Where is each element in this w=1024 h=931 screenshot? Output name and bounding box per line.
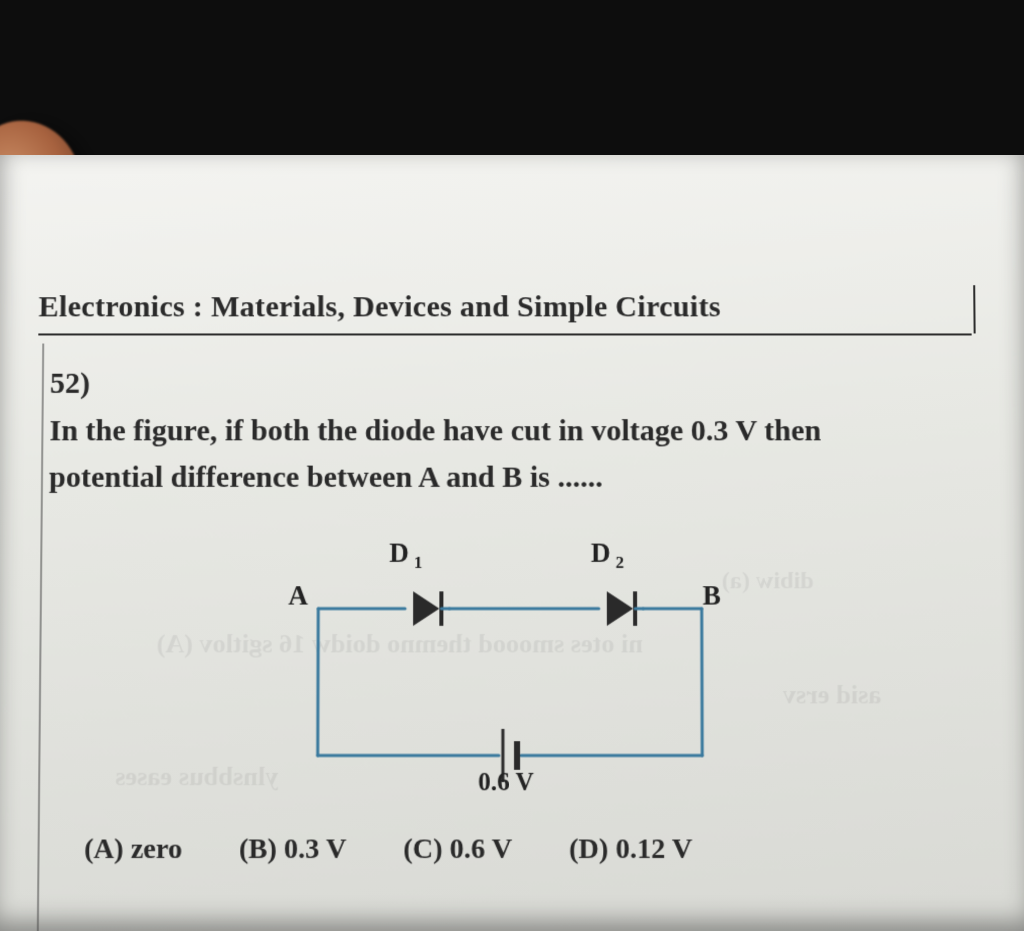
ghost-text: ylnsbbus eases <box>115 762 278 793</box>
options-row: (A) zero (B) 0.3 V (C) 0.6 V (D) 0.12 V <box>84 833 970 866</box>
section-title: Electronics : Materials, Devices and Sim… <box>38 290 985 324</box>
option-d: (D) 0.12 V <box>569 833 692 866</box>
margin-rule <box>37 344 44 931</box>
svg-text:D: D <box>591 538 611 568</box>
question-row: 52) In the figure, if both the diode hav… <box>49 361 967 502</box>
svg-text:D: D <box>389 538 409 568</box>
svg-text:A: A <box>288 580 308 611</box>
svg-text:2: 2 <box>616 553 624 572</box>
circuit-diagram: AD1D2B0.6 V <box>257 527 804 792</box>
question-number: 52) <box>50 361 135 408</box>
option-label: 0.3 V <box>284 833 347 865</box>
svg-text:1: 1 <box>414 553 422 572</box>
option-label: 0.6 V <box>450 833 513 865</box>
svg-text:B: B <box>703 580 721 611</box>
option-key: (A) <box>84 833 124 865</box>
option-a: (A) zero <box>84 833 182 866</box>
option-key: (D) <box>569 833 608 865</box>
question-text: In the figure, if both the diode have cu… <box>49 408 877 502</box>
option-key: (B) <box>239 833 277 865</box>
option-b: (B) 0.3 V <box>239 833 347 866</box>
section-rule-tick <box>973 285 975 333</box>
option-c: (C) 0.6 V <box>403 833 512 866</box>
svg-text:0.6 V: 0.6 V <box>478 769 534 793</box>
page-surface: Electronics : Materials, Devices and Sim… <box>0 155 1024 931</box>
option-label: 0.12 V <box>616 833 693 865</box>
option-label: zero <box>131 833 183 865</box>
section-rule <box>38 333 971 335</box>
option-key: (C) <box>403 833 442 865</box>
